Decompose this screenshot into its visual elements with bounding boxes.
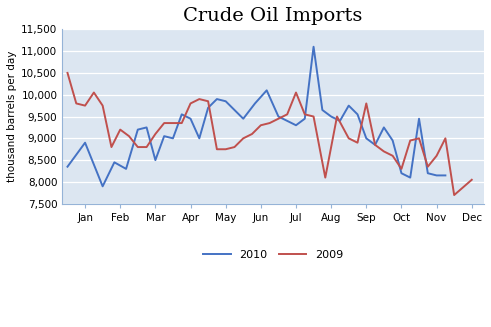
2009 <box>188 101 193 105</box>
2009 <box>434 154 439 158</box>
2010 <box>416 117 422 121</box>
2009 <box>381 149 387 153</box>
2009 <box>100 104 106 108</box>
2010 <box>390 139 396 143</box>
2009 <box>126 134 132 138</box>
2009 <box>91 91 97 95</box>
2010 <box>179 112 185 116</box>
2009 <box>117 128 123 131</box>
2010 <box>328 114 334 118</box>
2010 <box>381 126 387 129</box>
2010 <box>442 173 448 177</box>
2010 <box>196 136 202 140</box>
2009 <box>293 91 299 95</box>
2009 <box>451 193 457 197</box>
2010 <box>64 165 70 169</box>
2009 <box>144 145 150 149</box>
2010 <box>346 104 352 108</box>
2009 <box>179 121 185 125</box>
2009 <box>322 176 328 180</box>
2010 <box>302 117 308 121</box>
2009 <box>442 136 448 140</box>
2009 <box>135 145 141 149</box>
2009 <box>355 141 360 145</box>
2010 <box>205 106 211 110</box>
2009 <box>469 178 475 182</box>
2010 <box>425 171 431 175</box>
2010 <box>320 108 326 112</box>
2009 <box>196 97 202 101</box>
2009 <box>64 71 70 75</box>
2010 <box>111 160 117 164</box>
2009 <box>311 114 317 118</box>
2009 <box>284 112 290 116</box>
2009 <box>214 147 220 151</box>
2009 <box>302 112 308 116</box>
2009 <box>170 121 176 125</box>
2009 <box>249 132 255 136</box>
2010 <box>240 117 246 121</box>
2010 <box>337 119 343 123</box>
2009 <box>109 145 114 149</box>
Legend: 2010, 2009: 2010, 2009 <box>198 246 348 265</box>
2010 <box>264 88 270 92</box>
Y-axis label: thousand barrels per day: thousand barrels per day <box>7 51 17 182</box>
2009 <box>408 139 413 143</box>
2009 <box>346 136 352 140</box>
2009 <box>416 136 422 140</box>
2010 <box>223 99 229 103</box>
2009 <box>223 147 229 151</box>
2010 <box>408 176 413 180</box>
Line: 2009: 2009 <box>67 73 472 195</box>
2010 <box>135 128 141 131</box>
2010 <box>82 141 88 145</box>
2009 <box>425 165 431 169</box>
2010 <box>123 167 129 171</box>
2010 <box>232 108 238 112</box>
2009 <box>372 143 378 147</box>
2009 <box>82 104 88 108</box>
2010 <box>284 119 290 123</box>
2010 <box>214 97 220 101</box>
2009 <box>232 145 238 149</box>
2010 <box>293 123 299 127</box>
2010 <box>188 117 193 121</box>
2009 <box>399 167 405 171</box>
2009 <box>267 121 273 125</box>
Title: Crude Oil Imports: Crude Oil Imports <box>184 7 363 25</box>
2010 <box>372 143 378 147</box>
2009 <box>334 114 340 118</box>
2010 <box>434 173 439 177</box>
2009 <box>205 99 211 103</box>
2010 <box>170 136 176 140</box>
2009 <box>258 123 264 127</box>
2010 <box>363 136 369 140</box>
2009 <box>275 117 281 121</box>
2010 <box>311 45 317 49</box>
Line: 2010: 2010 <box>67 47 445 186</box>
2010 <box>100 184 106 188</box>
2010 <box>252 101 258 105</box>
2009 <box>363 101 369 105</box>
2010 <box>355 112 360 116</box>
2009 <box>73 101 79 105</box>
2010 <box>275 114 281 118</box>
2009 <box>390 154 396 158</box>
2009 <box>161 121 167 125</box>
2010 <box>161 134 167 138</box>
2010 <box>152 158 158 162</box>
2009 <box>240 136 246 140</box>
2010 <box>144 126 150 129</box>
2009 <box>152 132 158 136</box>
2010 <box>399 171 405 175</box>
